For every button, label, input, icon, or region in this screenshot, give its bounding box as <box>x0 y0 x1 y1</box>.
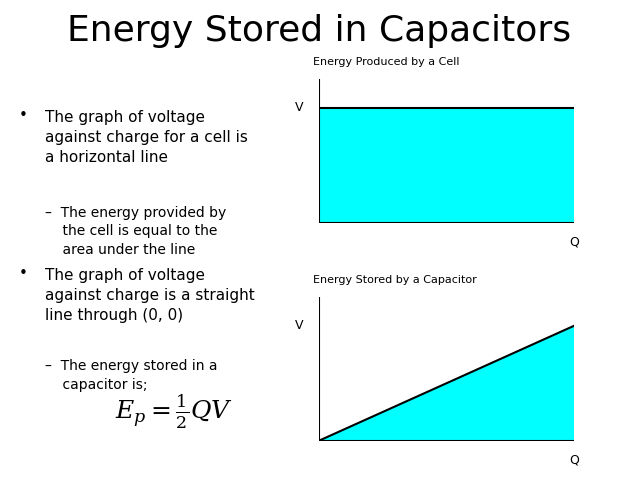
Text: Q: Q <box>569 454 579 467</box>
Text: –  The energy provided by
    the cell is equal to the
    area under the line: – The energy provided by the cell is equ… <box>45 206 226 257</box>
Text: –  The energy stored in a
    capacitor is;: – The energy stored in a capacitor is; <box>45 359 217 392</box>
Bar <box>319 108 574 223</box>
Polygon shape <box>319 326 574 441</box>
Text: $E_p = \frac{1}{2}QV$: $E_p = \frac{1}{2}QV$ <box>115 393 233 431</box>
Text: •: • <box>19 108 28 123</box>
Text: V: V <box>295 319 304 332</box>
Text: •: • <box>19 266 28 281</box>
Text: Q: Q <box>569 236 579 249</box>
Text: V: V <box>295 101 304 114</box>
Text: The graph of voltage
against charge is a straight
line through (0, 0): The graph of voltage against charge is a… <box>45 268 255 323</box>
Text: Energy Produced by a Cell: Energy Produced by a Cell <box>313 57 459 67</box>
Text: Energy Stored in Capacitors: Energy Stored in Capacitors <box>67 14 571 48</box>
Text: The graph of voltage
against charge for a cell is
a horizontal line: The graph of voltage against charge for … <box>45 110 248 165</box>
Text: Energy Stored by a Capacitor: Energy Stored by a Capacitor <box>313 275 477 285</box>
